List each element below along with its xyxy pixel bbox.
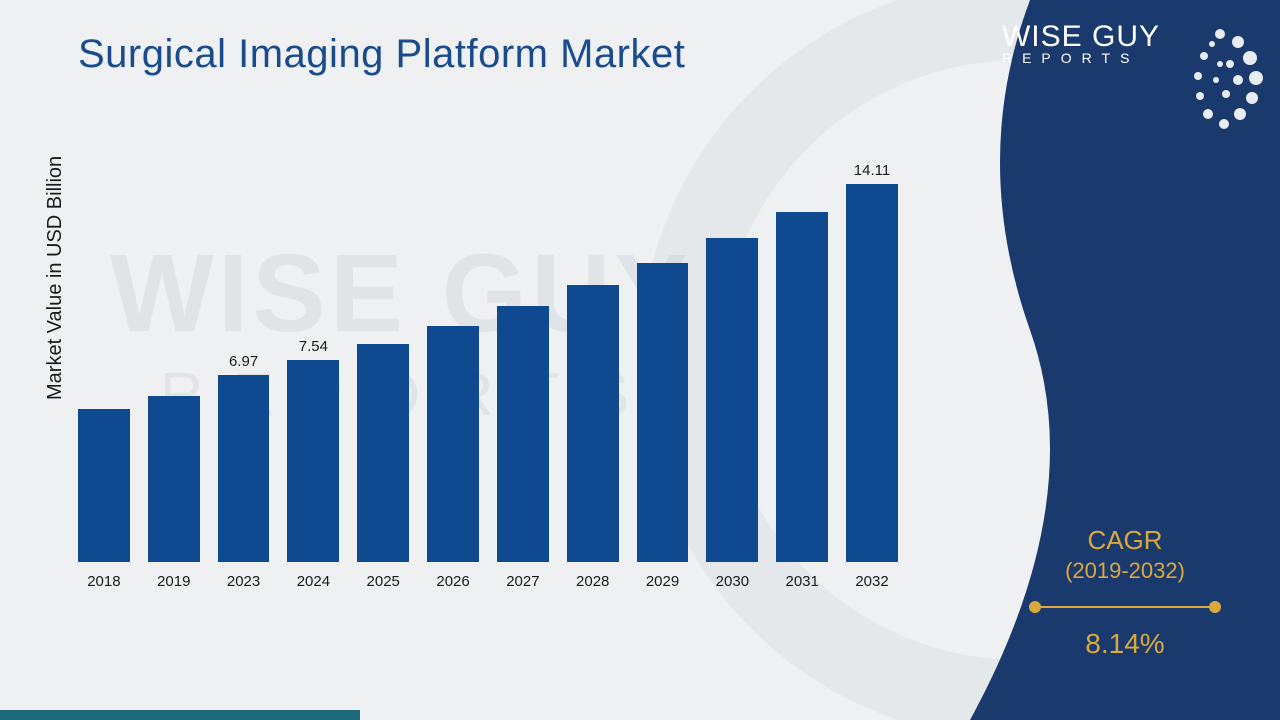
- cagr-divider: [1035, 606, 1215, 608]
- bar-slot: [776, 190, 828, 562]
- bar-slot: [78, 387, 130, 562]
- right-panel: WISE GUY REPORTS CAGR (2019-2032) 8.14%: [970, 0, 1280, 720]
- bar-value-label: 7.54: [299, 338, 328, 356]
- bar: [357, 344, 409, 562]
- x-tick-label: 2028: [567, 573, 619, 590]
- bar: [218, 375, 270, 562]
- x-tick-label: 2027: [497, 573, 549, 590]
- x-tick-label: 2029: [637, 573, 689, 590]
- x-tick-label: 2019: [148, 573, 200, 590]
- bar: [776, 212, 828, 562]
- bar-slot: [427, 304, 479, 562]
- bar-container: 6.97 7.54 14.11: [78, 160, 898, 562]
- divider-dot-left: [1029, 601, 1041, 613]
- divider-dot-right: [1209, 601, 1221, 613]
- bar-slot: [497, 284, 549, 562]
- bar: [637, 263, 689, 562]
- y-axis-label: Market Value in USD Billion: [44, 156, 67, 400]
- bar-slot: [637, 241, 689, 562]
- bar-slot: [567, 263, 619, 562]
- bar-slot: [148, 374, 200, 562]
- brand-subline: REPORTS: [1002, 50, 1160, 66]
- bar: [567, 285, 619, 562]
- cagr-range: (2019-2032): [1000, 558, 1250, 584]
- brand-name: WISE GUY: [1002, 20, 1160, 54]
- bar-slot: 14.11: [846, 162, 898, 562]
- chart-title: Surgical Imaging Platform Market: [78, 32, 685, 77]
- x-tick-label: 2018: [78, 573, 130, 590]
- infographic-canvas: WISE GUY REPORTS Surgical Imaging Platfo…: [0, 0, 1280, 720]
- x-tick-label: 2032: [846, 573, 898, 590]
- cagr-value: 8.14%: [1000, 628, 1250, 660]
- bar-chart: 6.977.5414.11 20182019202320242025202620…: [78, 160, 898, 590]
- bar-slot: [706, 216, 758, 562]
- x-tick-label: 2024: [287, 573, 339, 590]
- cagr-block: CAGR (2019-2032) 8.14%: [1000, 525, 1250, 660]
- cagr-label: CAGR: [1000, 525, 1250, 556]
- brand-head-icon: [1160, 14, 1270, 144]
- bar: [706, 238, 758, 562]
- bar: [148, 396, 200, 562]
- bar-value-label: 14.11: [854, 162, 890, 180]
- x-tick-label: 2023: [218, 573, 270, 590]
- bar: [846, 184, 898, 562]
- bar-slot: 7.54: [287, 338, 339, 562]
- bar: [78, 409, 130, 562]
- bar: [287, 360, 339, 562]
- x-tick-label: 2026: [427, 573, 479, 590]
- x-axis-labels: 2018 2019 2023 2024 2025 2026 2027 2028 2029 2030…: [78, 573, 898, 590]
- x-tick-label: 2025: [357, 573, 409, 590]
- bar-slot: [357, 322, 409, 562]
- brand-logo: WISE GUY REPORTS: [1002, 20, 1160, 66]
- footer-accent-bar: [0, 710, 360, 720]
- x-tick-label: 2030: [706, 573, 758, 590]
- x-tick-label: 2031: [776, 573, 828, 590]
- bar: [497, 306, 549, 562]
- bar: [427, 326, 479, 562]
- bar-slot: 6.97: [218, 353, 270, 562]
- bar-value-label: 6.97: [229, 353, 258, 371]
